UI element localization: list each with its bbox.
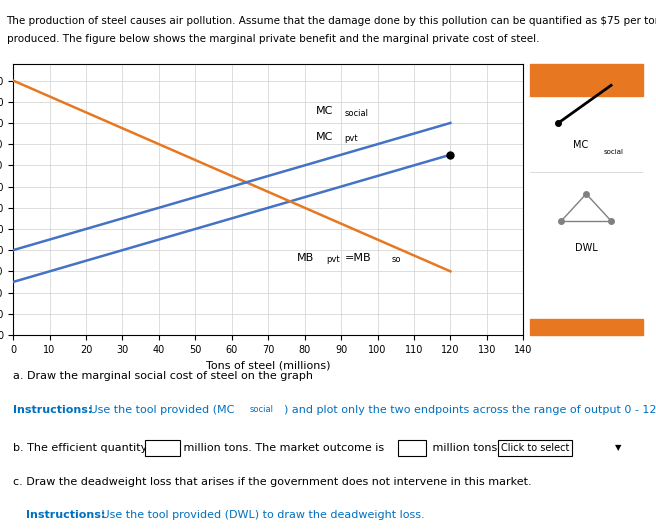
Text: Use the tool provided (MC: Use the tool provided (MC [85,405,234,415]
Text: social: social [344,109,369,118]
Text: MB: MB [297,253,315,263]
Text: b. The efficient quantity is: b. The efficient quantity is [13,443,163,453]
Text: million tons: million tons [429,443,501,453]
Text: c. Draw the deadweight loss that arises if the government does not intervene in : c. Draw the deadweight loss that arises … [13,476,532,487]
Text: Instructions:: Instructions: [26,510,105,520]
Text: MC: MC [573,140,588,150]
Text: social: social [604,149,623,155]
Text: million tons. The market outcome is: million tons. The market outcome is [180,443,388,453]
Text: a. Draw the marginal social cost of steel on the graph: a. Draw the marginal social cost of stee… [13,372,313,382]
Text: ▼: ▼ [615,443,621,452]
Text: ) and plot only the two endpoints across the range of output 0 - 120.: ) and plot only the two endpoints across… [284,405,656,415]
Text: social: social [249,405,274,414]
Text: produced. The figure below shows the marginal private benefit and the marginal p: produced. The figure below shows the mar… [7,34,539,45]
Text: The production of steel causes air pollution. Assume that the damage done by thi: The production of steel causes air pollu… [7,16,656,26]
Text: Instructions:: Instructions: [13,405,92,415]
Bar [529,319,643,335]
Bar [529,64,643,96]
X-axis label: Tons of steel (millions): Tons of steel (millions) [206,360,331,370]
Text: =MB: =MB [344,253,371,263]
Text: DWL: DWL [575,243,598,253]
Text: MC: MC [316,107,333,117]
Text: MC: MC [316,132,333,142]
Text: Click to select: Click to select [501,443,569,453]
Text: pvt: pvt [344,134,358,143]
Text: pvt: pvt [327,255,340,264]
Text: Use the tool provided (DWL) to draw the deadweight loss.: Use the tool provided (DWL) to draw the … [98,510,425,520]
Text: so: so [392,255,401,264]
